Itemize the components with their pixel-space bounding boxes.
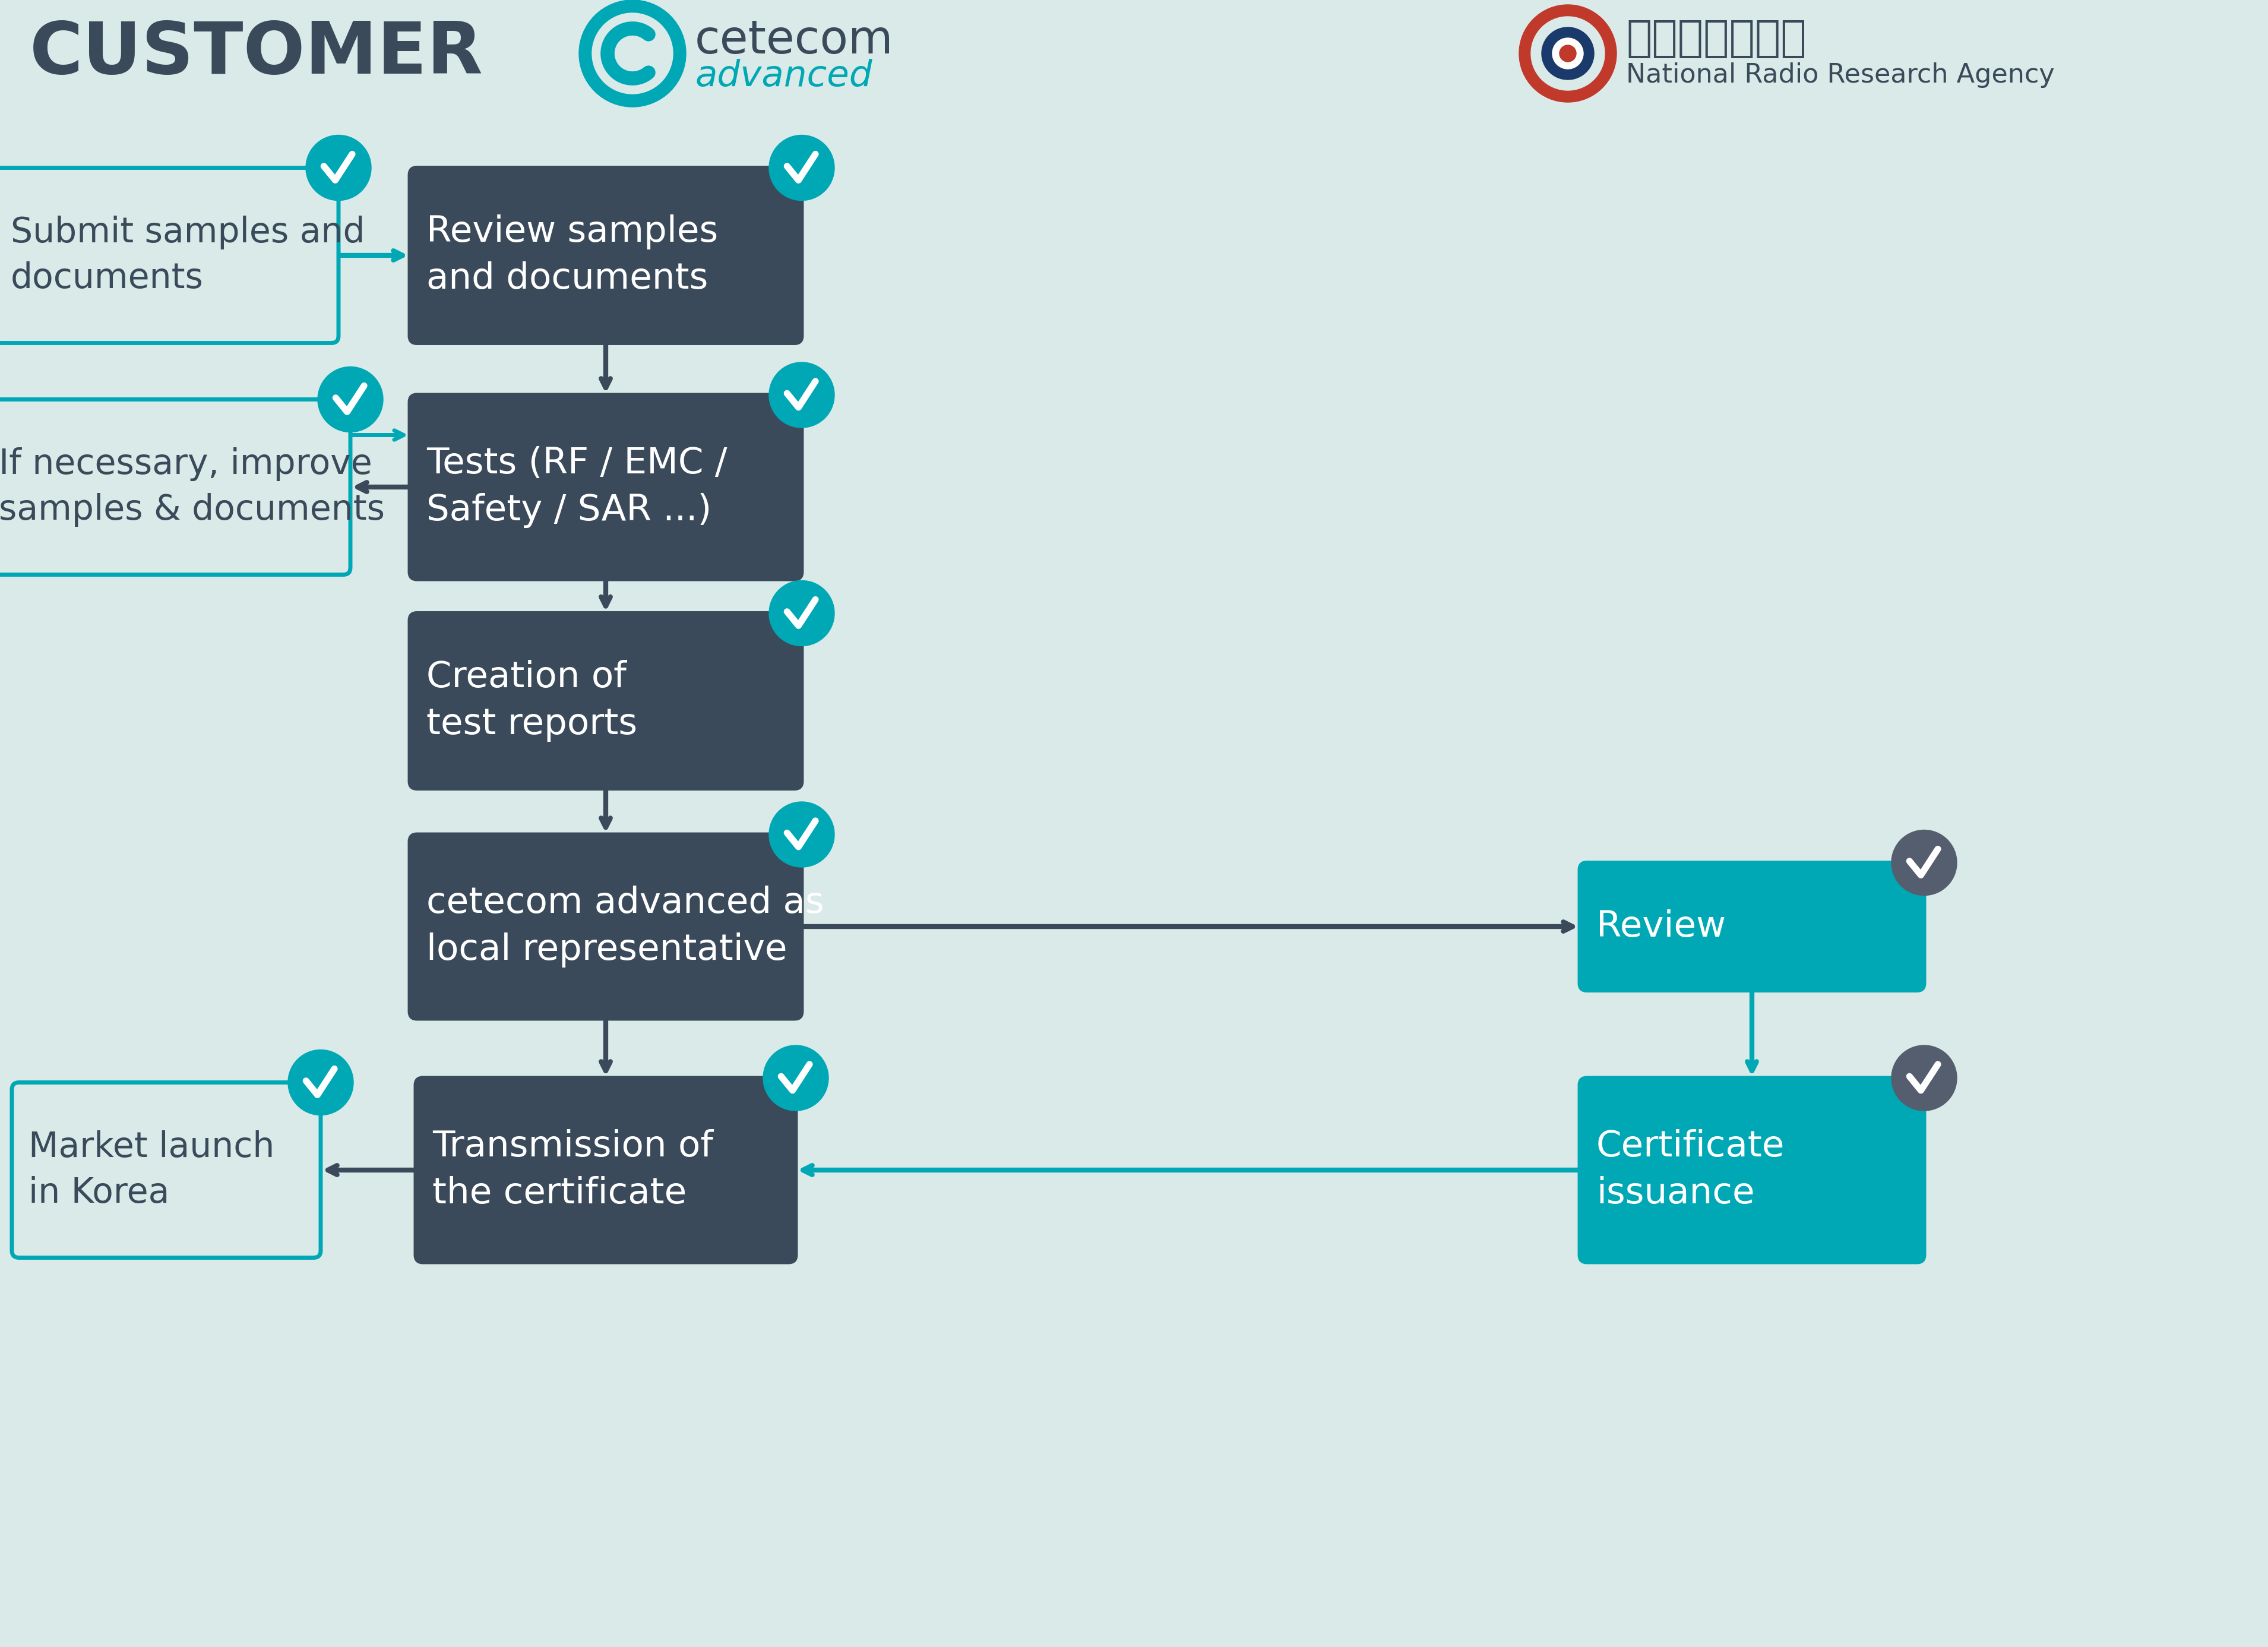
FancyBboxPatch shape [0,400,349,575]
Text: cetecom advanced as
local representative: cetecom advanced as local representative [426,886,823,968]
FancyBboxPatch shape [411,168,801,343]
Circle shape [1542,28,1594,79]
Circle shape [769,802,835,868]
Circle shape [769,135,835,201]
Text: Tests (RF / EMC /
Safety / SAR ...): Tests (RF / EMC / Safety / SAR ...) [426,446,728,529]
Circle shape [306,135,372,201]
FancyBboxPatch shape [1581,863,1923,990]
Circle shape [1520,5,1617,102]
Text: Submit samples and
documents: Submit samples and documents [11,216,365,295]
Circle shape [769,581,835,646]
Circle shape [769,362,835,428]
Circle shape [1560,44,1576,63]
Text: Review samples
and documents: Review samples and documents [426,214,719,296]
Circle shape [1551,38,1583,69]
Text: cetecom: cetecom [694,18,894,63]
Circle shape [288,1049,354,1115]
Text: 국립전파연구원: 국립전파연구원 [1626,18,1805,59]
FancyBboxPatch shape [415,1079,796,1262]
Circle shape [1892,1046,1957,1110]
Circle shape [578,0,685,107]
FancyBboxPatch shape [411,835,801,1018]
Text: Transmission of
the certificate: Transmission of the certificate [433,1128,712,1211]
FancyBboxPatch shape [411,395,801,580]
Text: CUSTOMER: CUSTOMER [29,18,483,89]
Text: Creation of
test reports: Creation of test reports [426,660,637,743]
Circle shape [592,13,674,94]
Text: National Radio Research Agency: National Radio Research Agency [1626,63,2055,87]
Circle shape [1531,16,1606,91]
FancyBboxPatch shape [0,168,338,343]
FancyBboxPatch shape [11,1082,320,1258]
Circle shape [318,367,383,432]
Text: Market launch
in Korea: Market launch in Korea [29,1130,274,1211]
FancyBboxPatch shape [1581,1079,1923,1262]
Text: Certificate
issuance: Certificate issuance [1597,1128,1785,1211]
Circle shape [762,1046,828,1110]
Circle shape [1892,830,1957,896]
Text: advanced: advanced [694,59,873,94]
FancyBboxPatch shape [411,613,801,789]
Text: Review: Review [1597,909,1726,944]
Text: If necessary, improve
samples & documents: If necessary, improve samples & document… [0,448,386,527]
